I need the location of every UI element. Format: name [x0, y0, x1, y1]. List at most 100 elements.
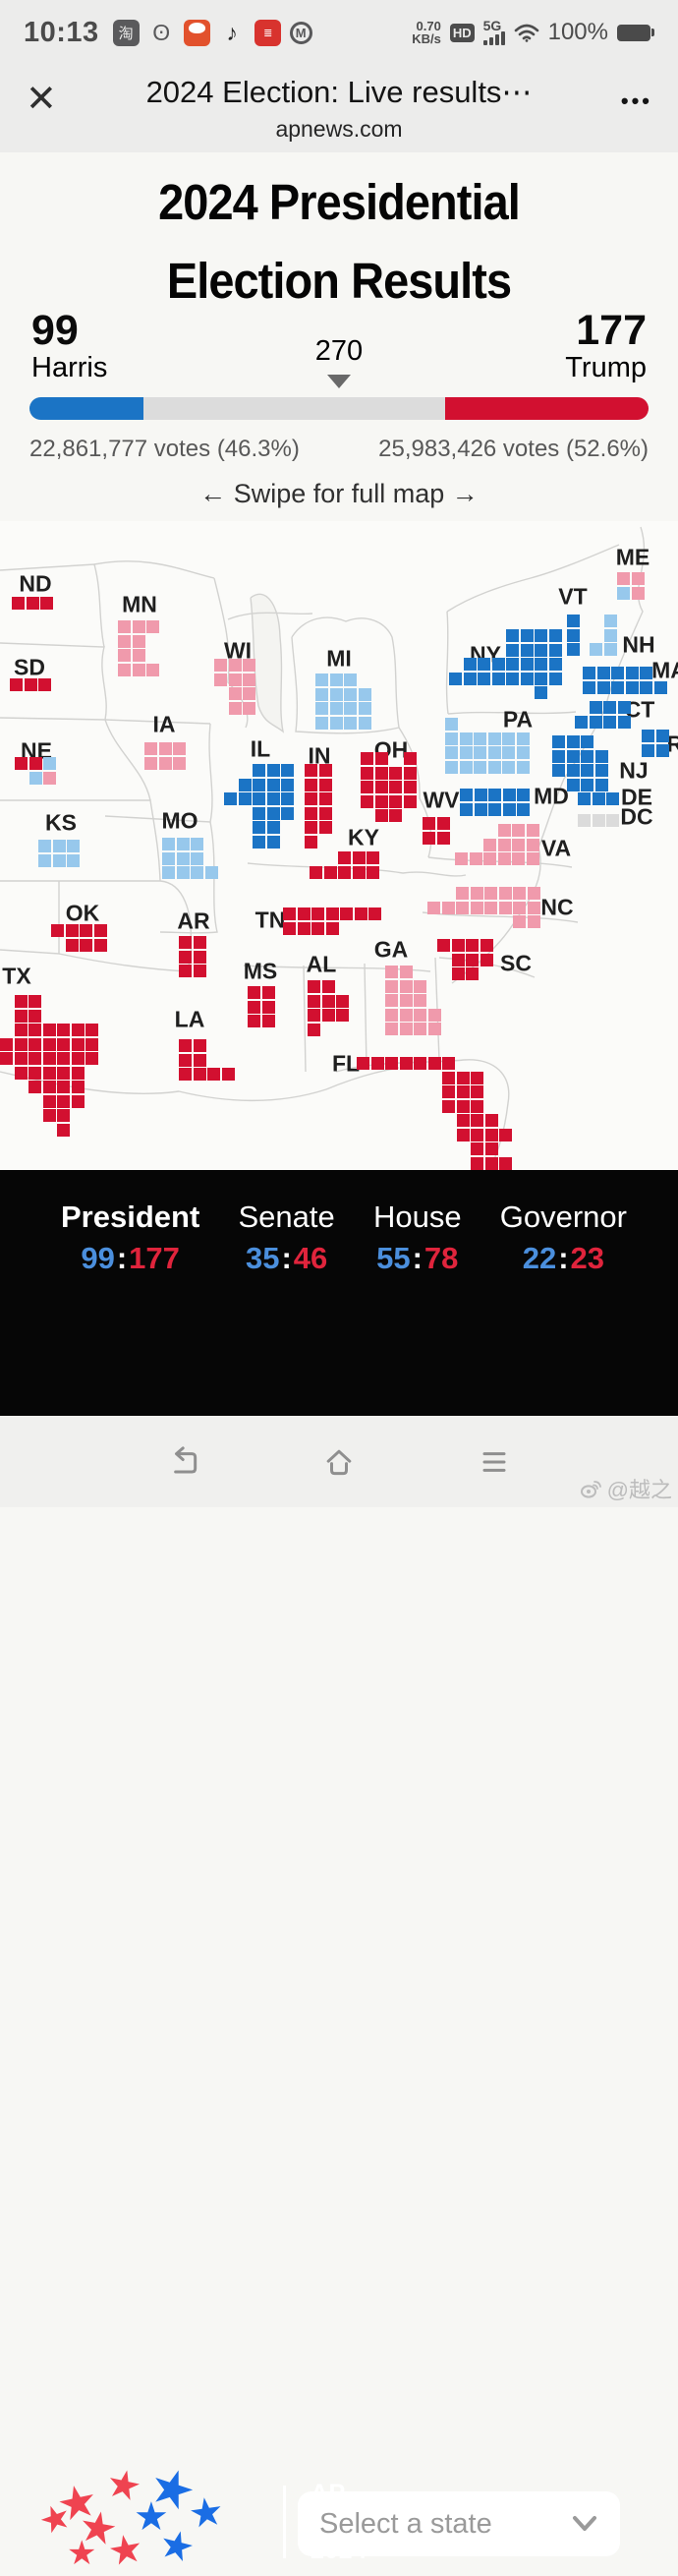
- state-square-oh[interactable]: [361, 752, 373, 765]
- state-square-la[interactable]: [207, 1068, 220, 1081]
- state-square-md[interactable]: [475, 803, 487, 816]
- state-square-dc[interactable]: [606, 814, 619, 827]
- state-square-il[interactable]: [253, 792, 265, 805]
- state-square-ny[interactable]: [535, 686, 547, 699]
- state-square-dc[interactable]: [593, 814, 605, 827]
- state-square-wi[interactable]: [229, 687, 242, 700]
- state-square-tx[interactable]: [43, 1024, 56, 1036]
- state-square-sc[interactable]: [437, 939, 450, 952]
- state-square-ga[interactable]: [385, 1009, 398, 1022]
- state-square-oh[interactable]: [361, 795, 373, 808]
- state-square-ga[interactable]: [400, 980, 413, 993]
- state-square-ny[interactable]: [478, 658, 490, 671]
- state-square-ne[interactable]: [43, 757, 56, 770]
- state-square-la[interactable]: [194, 1054, 206, 1067]
- state-square-fl[interactable]: [457, 1085, 470, 1098]
- state-square-tx[interactable]: [28, 1010, 41, 1023]
- state-square-mn[interactable]: [118, 620, 131, 633]
- state-square-ma[interactable]: [597, 681, 610, 694]
- state-square-mo[interactable]: [177, 866, 190, 879]
- state-square-ga[interactable]: [428, 1009, 441, 1022]
- state-square-ma[interactable]: [640, 667, 652, 679]
- state-square-tx[interactable]: [43, 1038, 56, 1051]
- state-square-pa[interactable]: [517, 746, 530, 759]
- state-square-al[interactable]: [322, 980, 335, 993]
- state-square-ny[interactable]: [535, 644, 547, 657]
- state-square-al[interactable]: [308, 995, 320, 1008]
- state-square-oh[interactable]: [404, 767, 417, 780]
- state-square-la[interactable]: [179, 1039, 192, 1052]
- state-square-nc[interactable]: [442, 902, 455, 914]
- state-square-va[interactable]: [512, 824, 525, 837]
- state-square-mi[interactable]: [344, 673, 357, 686]
- state-square-ms[interactable]: [262, 1015, 275, 1027]
- state-square-ms[interactable]: [248, 1001, 260, 1014]
- state-square-tn[interactable]: [326, 907, 339, 920]
- state-square-wi[interactable]: [229, 702, 242, 715]
- state-square-sc[interactable]: [452, 954, 465, 966]
- state-square-oh[interactable]: [375, 781, 388, 793]
- state-square-tx[interactable]: [43, 1095, 56, 1108]
- state-square-fl[interactable]: [442, 1100, 455, 1113]
- state-square-ky[interactable]: [338, 866, 351, 879]
- state-square-tx[interactable]: [85, 1038, 98, 1051]
- state-square-ct[interactable]: [590, 716, 602, 729]
- state-square-tx[interactable]: [57, 1081, 70, 1093]
- state-square-la[interactable]: [222, 1068, 235, 1081]
- state-square-in[interactable]: [319, 807, 332, 820]
- state-square-tn[interactable]: [311, 922, 324, 935]
- state-square-pa[interactable]: [445, 761, 458, 774]
- state-square-sd[interactable]: [25, 678, 37, 691]
- state-square-tn[interactable]: [311, 907, 324, 920]
- state-square-ks[interactable]: [67, 840, 80, 852]
- state-square-ga[interactable]: [414, 1009, 426, 1022]
- state-square-ct[interactable]: [618, 701, 631, 714]
- state-square-mi[interactable]: [344, 717, 357, 730]
- state-square-ia[interactable]: [159, 757, 172, 770]
- state-square-ma[interactable]: [583, 667, 595, 679]
- state-square-nc[interactable]: [484, 902, 497, 914]
- state-square-il[interactable]: [267, 792, 280, 805]
- state-square-tx[interactable]: [57, 1124, 70, 1137]
- state-square-ma[interactable]: [597, 667, 610, 679]
- state-square-mn[interactable]: [146, 664, 159, 676]
- state-square-ar[interactable]: [194, 951, 206, 964]
- state-square-tn[interactable]: [326, 922, 339, 935]
- state-square-ri[interactable]: [656, 730, 669, 742]
- state-square-ok[interactable]: [66, 939, 79, 952]
- state-square-nj[interactable]: [552, 735, 565, 748]
- state-square-va[interactable]: [527, 824, 539, 837]
- state-square-al[interactable]: [308, 1009, 320, 1022]
- state-square-al[interactable]: [308, 980, 320, 993]
- state-square-il[interactable]: [267, 779, 280, 791]
- state-square-fl[interactable]: [442, 1072, 455, 1084]
- state-square-oh[interactable]: [389, 809, 402, 822]
- state-square-nj[interactable]: [567, 750, 580, 763]
- state-square-ar[interactable]: [179, 951, 192, 964]
- state-square-tx[interactable]: [85, 1024, 98, 1036]
- state-square-tx[interactable]: [15, 1067, 28, 1080]
- state-square-pa[interactable]: [445, 718, 458, 731]
- state-square-tx[interactable]: [28, 1024, 41, 1036]
- state-square-ga[interactable]: [414, 1023, 426, 1035]
- state-square-tn[interactable]: [283, 922, 296, 935]
- state-square-ga[interactable]: [400, 994, 413, 1007]
- state-square-ky[interactable]: [367, 866, 379, 879]
- state-square-ny[interactable]: [492, 673, 505, 685]
- state-square-fl[interactable]: [400, 1057, 413, 1070]
- state-square-vt[interactable]: [567, 629, 580, 642]
- state-square-de[interactable]: [606, 792, 619, 805]
- state-square-fl[interactable]: [471, 1072, 483, 1084]
- state-square-pa[interactable]: [460, 761, 473, 774]
- state-square-pa[interactable]: [517, 761, 530, 774]
- state-square-in[interactable]: [305, 821, 317, 834]
- state-square-tx[interactable]: [72, 1095, 85, 1108]
- state-square-me[interactable]: [632, 587, 645, 600]
- state-square-mi[interactable]: [315, 702, 328, 715]
- state-square-oh[interactable]: [361, 767, 373, 780]
- state-square-oh[interactable]: [375, 767, 388, 780]
- state-square-ny[interactable]: [549, 673, 562, 685]
- state-square-oh[interactable]: [389, 767, 402, 780]
- state-square-nc[interactable]: [528, 902, 540, 914]
